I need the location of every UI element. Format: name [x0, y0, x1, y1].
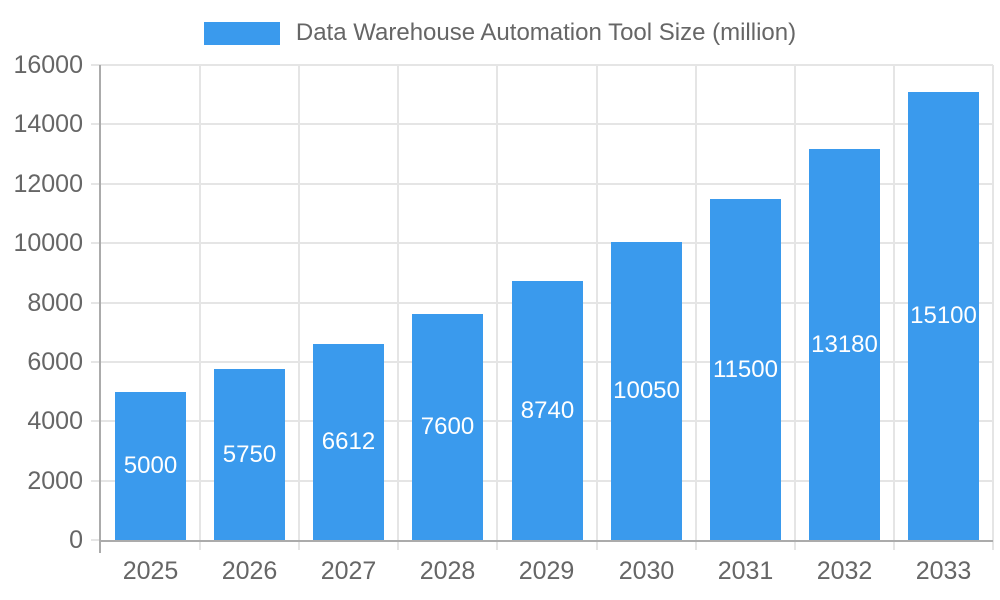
x-tick-label: 2028 [419, 557, 476, 585]
y-tick-label: 6000 [27, 348, 83, 376]
legend-label: Data Warehouse Automation Tool Size (mil… [295, 19, 797, 46]
x-tick-label: 2027 [320, 557, 377, 585]
x-gridline [695, 65, 697, 550]
y-tick-label: 10000 [13, 229, 83, 257]
y-tick-label: 2000 [27, 467, 83, 495]
y-axis-line [99, 65, 101, 553]
bar[interactable]: 13180 [809, 149, 880, 540]
legend-swatch [203, 21, 280, 45]
x-tick-label: 2031 [717, 557, 774, 585]
bar[interactable]: 10050 [611, 242, 682, 540]
bar-value-label: 10050 [613, 377, 680, 404]
x-gridline [794, 65, 796, 550]
bar-value-label: 5000 [123, 452, 178, 479]
bar-value-label: 6612 [321, 428, 376, 455]
x-gridline [596, 65, 598, 550]
bar[interactable]: 7600 [412, 314, 483, 540]
bar-value-label: 11500 [713, 355, 778, 383]
x-gridline [298, 65, 300, 550]
x-tick-label: 2026 [221, 557, 278, 585]
x-gridline [893, 65, 895, 550]
x-gridline [992, 65, 994, 550]
bar-value-label: 15100 [910, 302, 977, 329]
y-tick-label: 12000 [13, 170, 83, 198]
x-gridline [199, 65, 201, 550]
y-gridline [91, 64, 993, 66]
bar-value-label: 8740 [520, 396, 575, 424]
x-gridline [397, 65, 399, 550]
bar[interactable]: 5000 [115, 392, 186, 540]
chart-legend: Data Warehouse Automation Tool Size (mil… [0, 19, 1000, 47]
y-gridline [91, 123, 993, 125]
x-gridline [496, 65, 498, 550]
bar-value-label: 7600 [420, 413, 475, 440]
y-gridline [91, 183, 993, 185]
x-tick-label: 2033 [915, 557, 972, 585]
x-tick-label: 2029 [518, 557, 575, 585]
bar-value-label: 13180 [811, 330, 878, 358]
y-tick-label: 0 [69, 526, 83, 554]
bar[interactable]: 8740 [512, 281, 583, 540]
y-gridline [91, 242, 993, 244]
y-tick-label: 8000 [27, 289, 83, 317]
x-tick-label: 2032 [816, 557, 873, 585]
bar[interactable]: 15100 [908, 92, 979, 540]
bar[interactable]: 11500 [710, 199, 781, 540]
y-axis-tick [91, 539, 101, 541]
y-tick-label: 4000 [27, 407, 83, 435]
x-tick-label: 2030 [618, 557, 675, 585]
legend-item[interactable]: Data Warehouse Automation Tool Size (mil… [203, 19, 797, 47]
bar-value-label: 5750 [222, 440, 277, 468]
x-tick-label: 2025 [122, 557, 179, 585]
x-axis-line [101, 540, 993, 542]
bar[interactable]: 6612 [313, 344, 384, 540]
y-tick-label: 16000 [13, 51, 83, 79]
y-tick-label: 14000 [13, 110, 83, 138]
bar[interactable]: 5750 [214, 369, 285, 540]
